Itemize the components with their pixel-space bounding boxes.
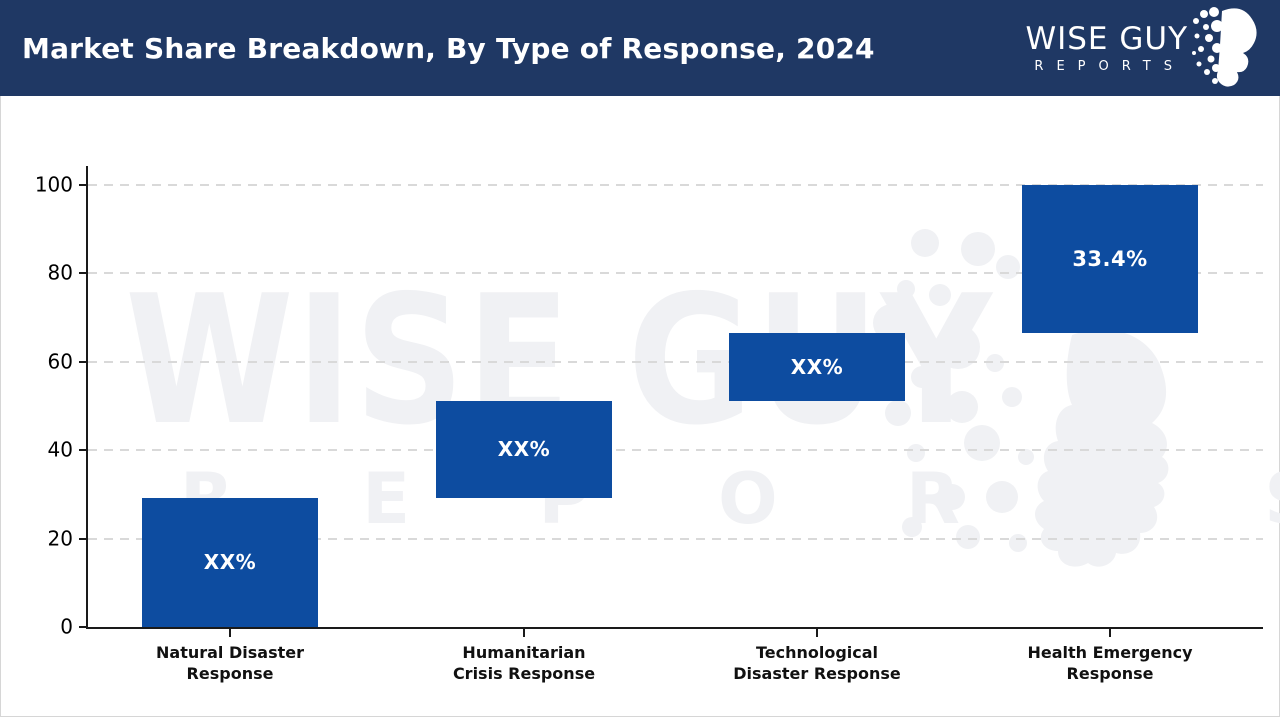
chart-title: Market Share Breakdown, By Type of Respo… bbox=[22, 31, 875, 65]
x-category-label: Technological Disaster Response bbox=[733, 643, 901, 684]
x-tick-mark bbox=[1109, 629, 1111, 637]
y-tick-mark bbox=[79, 272, 88, 275]
y-tick-mark bbox=[79, 360, 88, 363]
gridline-60 bbox=[88, 360, 1263, 363]
logo-text: WISE GUY REPORTS bbox=[1025, 20, 1188, 74]
x-tick-mark bbox=[229, 629, 231, 637]
y-tick-label: 0 bbox=[60, 614, 73, 639]
x-category-label: Natural Disaster Response bbox=[156, 643, 304, 684]
x-tick-mark bbox=[523, 629, 525, 637]
bottom-hairline bbox=[0, 716, 1280, 717]
y-axis-spine bbox=[86, 166, 88, 629]
y-tick-label: 60 bbox=[47, 349, 73, 374]
bar-segment: 33.4% bbox=[1022, 185, 1198, 333]
x-category-label: Humanitarian Crisis Response bbox=[452, 643, 596, 684]
wiseguy-logo: WISE GUY REPORTS bbox=[1025, 5, 1262, 91]
y-tick-label: 20 bbox=[47, 526, 73, 551]
header-banner: Market Share Breakdown, By Type of Respo… bbox=[0, 0, 1280, 96]
logo-wiseguy-text: WISE GUY bbox=[1025, 20, 1188, 57]
bar-segment: XX% bbox=[436, 400, 612, 498]
left-hairline bbox=[0, 96, 1, 716]
x-category-label: Health Emergency Response bbox=[1027, 643, 1193, 684]
y-tick-mark bbox=[79, 449, 88, 452]
y-tick-mark bbox=[79, 537, 88, 540]
y-tick-mark bbox=[79, 626, 88, 628]
x-tick-mark bbox=[816, 629, 818, 637]
bar-value-label: XX% bbox=[497, 437, 551, 462]
gridline-80 bbox=[88, 272, 1263, 275]
y-tick-mark bbox=[79, 184, 88, 186]
y-tick-label: 100 bbox=[34, 172, 73, 197]
gridline-40 bbox=[88, 449, 1263, 452]
y-tick-label: 80 bbox=[47, 260, 73, 285]
logo-reports-text: REPORTS bbox=[1034, 58, 1186, 74]
gridline-20 bbox=[88, 537, 1263, 540]
logo-face-icon bbox=[1192, 7, 1257, 87]
bar-value-label: XX% bbox=[790, 354, 844, 379]
bar-value-label: 33.4% bbox=[1072, 246, 1148, 271]
bar-value-label: XX% bbox=[203, 550, 257, 575]
x-axis-line bbox=[86, 627, 1263, 629]
bar-segment: XX% bbox=[729, 332, 905, 401]
bar-segment: XX% bbox=[142, 497, 318, 627]
gridline-100 bbox=[88, 184, 1263, 186]
y-tick-label: 40 bbox=[47, 437, 73, 462]
